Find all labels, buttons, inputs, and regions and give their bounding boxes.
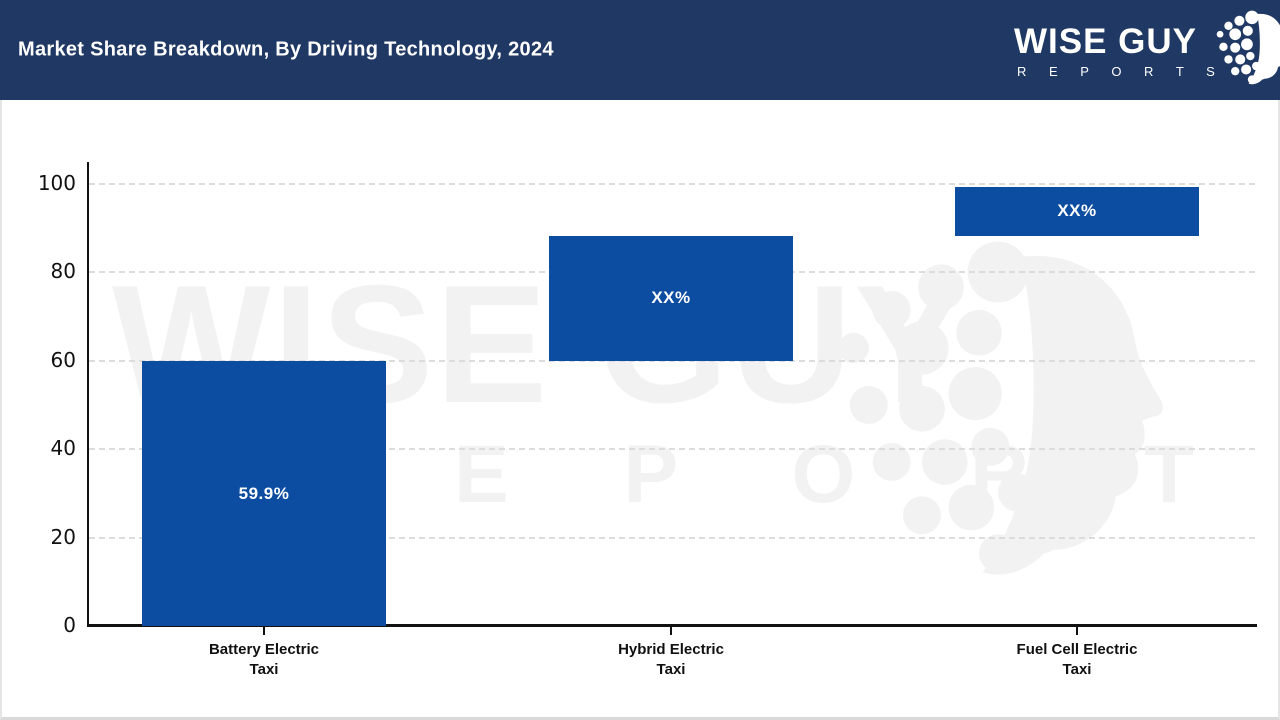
x-category-line2: Taxi xyxy=(249,661,279,678)
x-axis-line xyxy=(87,624,1257,627)
y-gridline xyxy=(89,536,1255,539)
bar-segment: XX% xyxy=(955,186,1199,236)
bar-segment: 59.9% xyxy=(142,361,386,626)
x-category-label: Hybrid Electric Taxi xyxy=(511,640,831,680)
x-category-line1: Hybrid Electric xyxy=(618,641,724,658)
y-tick-label: 100 xyxy=(37,171,76,195)
y-tick-label: 0 xyxy=(63,613,76,637)
x-category-line2: Taxi xyxy=(1062,661,1092,678)
y-tick-label: 80 xyxy=(50,259,76,284)
logo-wordmark: WISE GUY xyxy=(1014,22,1198,61)
logo-text: WISE GUY R E P O R T S xyxy=(1014,22,1225,80)
y-axis-line xyxy=(87,162,89,626)
x-category-line1: Fuel Cell Electric xyxy=(1016,641,1138,658)
x-tick xyxy=(263,627,265,635)
x-tick xyxy=(670,627,672,635)
page-title: Market Share Breakdown, By Driving Techn… xyxy=(18,38,554,61)
x-category-line2: Taxi xyxy=(656,661,686,678)
bar-segment: XX% xyxy=(549,235,793,362)
y-tick-label: 20 xyxy=(50,524,76,549)
y-tick-label: 60 xyxy=(50,347,76,372)
wise-guy-reports-logo: WISE GUY R E P O R T S xyxy=(1014,8,1280,94)
bar-value-label: 59.9% xyxy=(238,483,290,503)
bar-value-label: XX% xyxy=(651,288,691,308)
dotted-head-icon xyxy=(1217,10,1280,85)
x-category-line1: Battery Electric xyxy=(208,641,320,658)
y-gridline xyxy=(89,183,1255,185)
logo-subtitle: R E P O R T S xyxy=(1017,64,1225,79)
x-category-label: Fuel Cell Electric Taxi xyxy=(917,640,1237,680)
header-band: Market Share Breakdown, By Driving Techn… xyxy=(0,0,1280,100)
y-tick-label: 40 xyxy=(50,436,76,461)
y-gridline xyxy=(89,448,1255,451)
bar-value-label: XX% xyxy=(1057,201,1097,221)
x-category-label: Battery Electric Taxi xyxy=(104,640,424,680)
x-tick xyxy=(1076,627,1078,635)
